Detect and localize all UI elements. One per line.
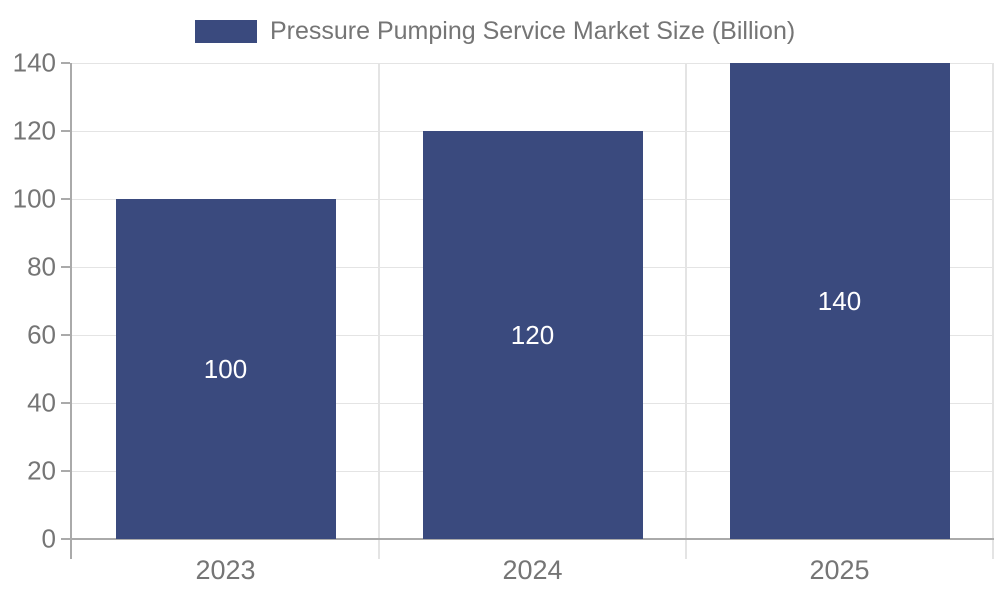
y-tick-label: 60 — [27, 319, 56, 350]
y-tick-mark — [61, 62, 70, 64]
y-tick-mark — [61, 402, 70, 404]
y-tick-label: 80 — [27, 251, 56, 282]
plot-area: 0 20 40 60 80 100 120 140 100 2023 120 2024 140 2025 — [13, 49, 994, 585]
bar-2023: 100 — [115, 199, 336, 539]
x-tick-label: 2023 — [195, 555, 256, 585]
y-tick-mark — [61, 334, 70, 336]
y-tick-mark — [61, 470, 70, 472]
x-tick-label: 2024 — [502, 555, 563, 585]
x-gridline — [378, 63, 380, 559]
bar-value-label: 100 — [203, 354, 248, 384]
x-tick-label: 2025 — [809, 555, 870, 585]
legend-swatch — [195, 20, 257, 44]
y-gridline — [72, 62, 993, 64]
y-tick-label: 100 — [12, 183, 56, 214]
y-tick-label: 40 — [27, 387, 56, 418]
bar-value-label: 140 — [817, 286, 862, 316]
x-gridline — [685, 63, 687, 559]
legend-label: Pressure Pumping Service Market Size (Bi… — [270, 17, 796, 45]
y-tick-label: 140 — [12, 47, 56, 78]
y-tick-label: 0 — [41, 523, 56, 554]
y-tick-label: 120 — [12, 115, 56, 146]
bar-2024: 120 — [422, 131, 643, 539]
y-tick-mark — [61, 130, 70, 132]
y-tick-label: 20 — [27, 455, 56, 486]
y-tick-mark — [61, 198, 70, 200]
y-tick-mark — [61, 266, 70, 268]
bar-value-label: 120 — [510, 320, 555, 350]
x-gridline — [992, 63, 994, 559]
x-axis-line — [70, 538, 994, 540]
chart-legend[interactable]: Pressure Pumping Service Market Size (Bi… — [195, 17, 796, 46]
y-axis-line — [70, 63, 72, 559]
bar-2025: 140 — [729, 63, 950, 539]
y-tick-mark — [61, 538, 70, 540]
